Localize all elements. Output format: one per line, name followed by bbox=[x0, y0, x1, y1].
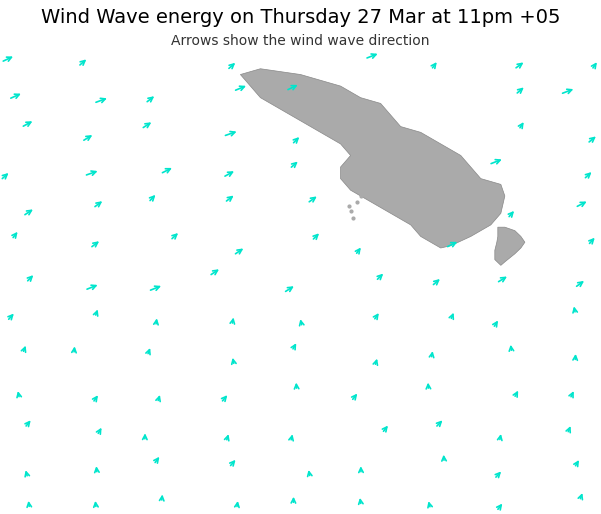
Text: Arrows show the wind wave direction: Arrows show the wind wave direction bbox=[171, 34, 430, 48]
Polygon shape bbox=[495, 227, 525, 265]
Text: Wind Wave energy on Thursday 27 Mar at 11pm +05: Wind Wave energy on Thursday 27 Mar at 1… bbox=[41, 9, 560, 27]
Polygon shape bbox=[240, 69, 505, 248]
